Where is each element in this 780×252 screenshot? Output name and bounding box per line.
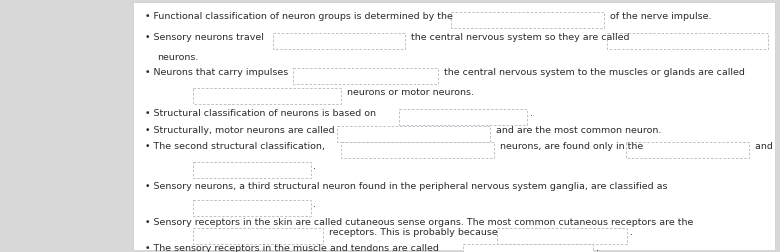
Text: and: and: [752, 142, 773, 151]
Bar: [497, 228, 627, 244]
Text: • Sensory receptors in the skin are called cutaneous sense organs. The most comm: • Sensory receptors in the skin are call…: [145, 218, 693, 227]
Text: • The sensory receptors in the muscle and tendons are called: • The sensory receptors in the muscle an…: [145, 244, 442, 252]
Bar: [193, 200, 311, 216]
Text: .: .: [530, 109, 533, 118]
Text: and are the most common neuron.: and are the most common neuron.: [493, 126, 661, 135]
Text: • Sensory neurons travel: • Sensory neurons travel: [145, 33, 267, 42]
Text: neurons or motor neurons.: neurons or motor neurons.: [344, 88, 474, 97]
Text: the central nervous system so they are called: the central nervous system so they are c…: [408, 33, 633, 42]
Bar: [193, 162, 311, 178]
Bar: [193, 228, 323, 244]
Text: • Functional classification of neuron groups is determined by the: • Functional classification of neuron gr…: [145, 12, 456, 21]
Text: .: .: [313, 200, 316, 209]
Bar: [341, 142, 494, 158]
Text: .: .: [630, 228, 633, 237]
Text: neurons, are found only in the: neurons, are found only in the: [497, 142, 647, 151]
Text: • Sensory neurons, a third structural neuron found in the peripheral nervous sys: • Sensory neurons, a third structural ne…: [145, 182, 668, 191]
Text: • Structural classification of neurons is based on: • Structural classification of neurons i…: [145, 109, 379, 118]
Text: .: .: [313, 162, 316, 171]
Bar: [626, 142, 749, 158]
Text: of the nerve impulse.: of the nerve impulse.: [607, 12, 711, 21]
Bar: [273, 33, 405, 49]
Text: • Neurons that carry impulses: • Neurons that carry impulses: [145, 68, 291, 77]
Text: receptors. This is probably because: receptors. This is probably because: [326, 228, 501, 237]
Bar: [337, 126, 490, 142]
Bar: [451, 12, 604, 28]
Text: .: .: [596, 244, 599, 252]
Text: • Structurally, motor neurons are called: • Structurally, motor neurons are called: [145, 126, 338, 135]
Bar: [463, 244, 593, 252]
Text: neurons.: neurons.: [157, 53, 198, 62]
Bar: [607, 33, 768, 49]
Bar: [293, 68, 438, 84]
Text: the central nervous system to the muscles or glands are called: the central nervous system to the muscle…: [441, 68, 745, 77]
Text: • The second structural classification,: • The second structural classification,: [145, 142, 328, 151]
Bar: [399, 109, 527, 125]
Bar: [133, 2, 775, 250]
Bar: [193, 88, 341, 104]
